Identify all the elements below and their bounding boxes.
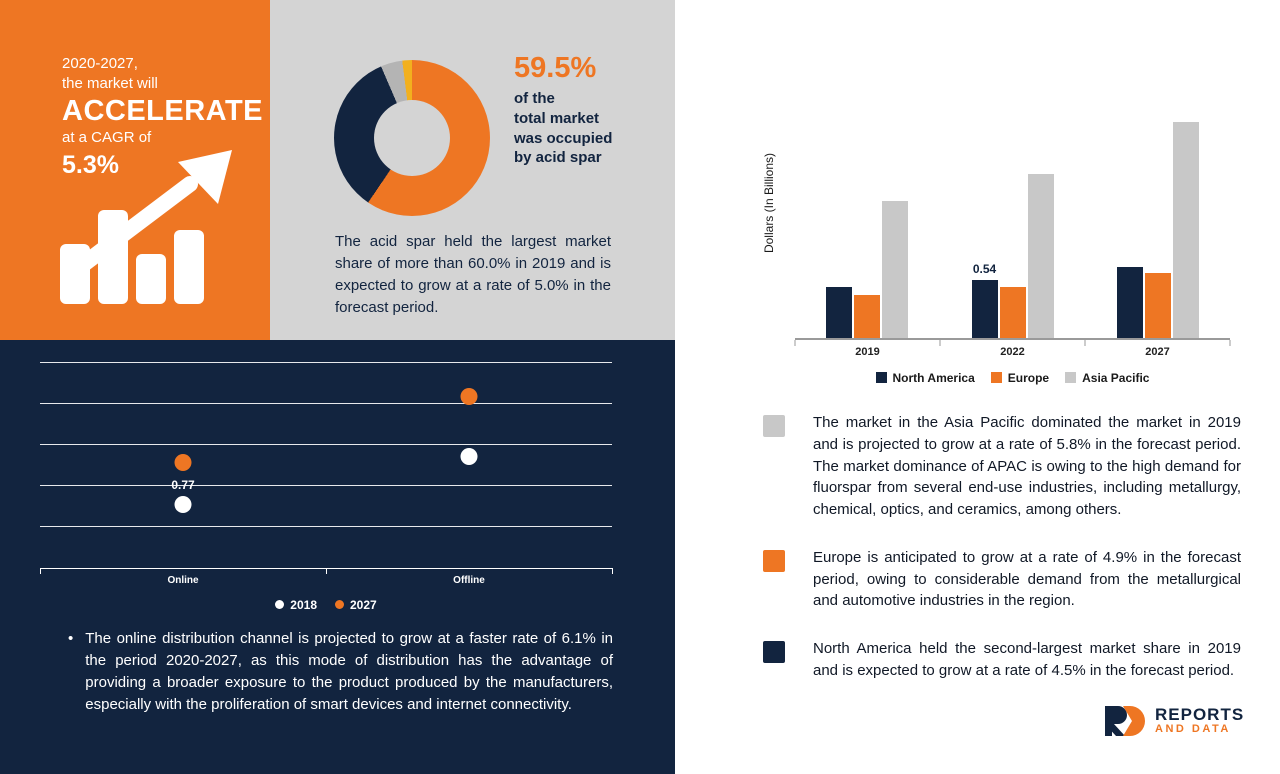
cagr-panel: 2020-2027, the market will ACCELERATE at… [0,0,270,340]
axis-tick [1229,340,1231,346]
cagr-line-intro: the market will [62,75,158,93]
distribution-legend: 2018 2027 [0,596,652,614]
bullet-marker: • [68,630,74,647]
legend-swatch [990,372,1002,383]
distribution-plot: Online 0.77 Offline [40,362,613,586]
cagr-statement: 2020-2027, the market will ACCELERATE at… [62,54,263,180]
dot-2018-online [174,496,192,514]
region-bullet: Europe is anticipated to grow at a rate … [763,547,1241,612]
bullet-color-swatch [763,641,785,663]
dot-2027-offline [460,388,478,406]
reports-and-data-logo-icon [1105,706,1145,736]
bar-wrap [854,294,881,338]
category-label: 2027 [1145,346,1170,358]
axis-tick [1084,340,1086,346]
acid-spar-panel: 59.5% of the total market was occupied b… [270,0,675,340]
bar-group-2027 [1116,121,1199,338]
data-label: 0.54 [972,261,997,276]
data-label: 0.77 [171,477,195,492]
bar-wrap [1027,173,1054,338]
legend-item: 2018 [275,598,317,612]
bar-wrap [1116,266,1143,338]
legend-label: 2027 [350,597,377,612]
cagr-line-years: 2020-2027, [62,55,138,72]
axis-tick [326,568,327,574]
bullet-text: The market in the Asia Pacific dominated… [813,414,1241,518]
logo-text-top: REPORTS [1155,705,1245,725]
acid-spar-stat: 59.5% of the total market was occupied b… [514,52,612,168]
bar-group-2022: 0.54 [971,173,1054,338]
growth-arrow-icon [60,150,232,304]
axis-tick [612,568,613,574]
region-bullets: The market in the Asia Pacific dominated… [763,412,1241,682]
bullet-text: Europe is anticipated to grow at a rate … [813,548,1241,610]
dot-2018-offline [460,448,478,466]
bar-north-america-2022 [971,279,998,338]
bar-chart-y-axis-label: Dollars (In Billions) [762,152,776,254]
region-bar-plot: 2019 0.54 2022 2027 [794,100,1231,358]
legend-label: Europe [1007,370,1050,385]
acid-spar-donut [334,60,490,216]
legend-item: North America [875,370,975,385]
gridline [40,444,612,445]
bar-group-2019 [826,200,909,338]
legend-item: Europe [990,370,1050,385]
distribution-bullet-text: The online distribution channel is proje… [85,630,613,714]
bar-europe-2019 [854,294,881,338]
legend-swatch [875,372,887,383]
bar-europe-2027 [1144,273,1171,338]
category-label: Online [167,575,199,586]
bar-europe-2022 [999,287,1026,338]
legend-label: North America [892,370,975,385]
logo-text: REPORTS AND DATA [1155,706,1244,735]
legend-item: 2027 [335,598,377,612]
region-bullet: The market in the Asia Pacific dominated… [763,412,1241,521]
dot-2027-online [174,453,192,471]
regional-panel: Dollars (In Billions) 2019 0.54 2022 2027 N… [675,0,1280,774]
region-bullet: North America held the second-largest ma… [763,638,1241,682]
gridline [40,526,612,527]
cagr-accelerate: ACCELERATE [62,94,264,127]
legend-item: Asia Pacific [1065,371,1149,385]
bar-wrap [826,287,853,338]
acid-spar-paragraph: The acid spar held the largest market sh… [335,233,611,316]
legend-label: 2018 [290,597,317,612]
gridline [40,362,612,363]
cagr-value: 5.3% [62,151,119,180]
distribution-bullet: • The online distribution channel is pro… [68,628,613,716]
category-label: 2019 [855,346,880,358]
bullet-color-swatch [763,415,785,437]
axis-tick [794,340,796,346]
bullet-text: North America held the second-largest ma… [813,640,1241,679]
region-legend: North America Europe Asia Pacific [775,370,1250,388]
distribution-panel: Online 0.77 Offline 2018 2027 • The online … [0,340,675,774]
cagr-line-label: at a CAGR of [62,128,152,146]
bar-north-america-2027 [1116,266,1143,338]
category-label: 2022 [1000,346,1025,358]
acid-spar-stat-caption: of the total market was occupied by acid… [514,90,613,167]
bar-asia-pacific-2022 [1027,173,1054,338]
donut-hole [374,100,450,176]
bar-wrap [999,287,1026,338]
axis-tick [40,568,41,574]
legend-swatch [1065,372,1077,383]
logo-text-bottom: AND DATA [1155,723,1231,736]
bar-north-america-2019 [826,287,853,338]
bar-wrap [1172,121,1199,338]
bullet-color-swatch [763,549,785,572]
legend-label: Asia Pacific [1082,370,1150,385]
gridline [40,403,612,404]
bar-wrap [882,200,909,338]
bar-asia-pacific-2027 [1172,121,1199,338]
gridline [40,485,612,486]
acid-spar-stat-value: 59.5% [514,52,597,84]
reports-and-data-logo: REPORTS AND DATA [1105,706,1244,736]
legend-swatch [275,600,285,609]
bar-asia-pacific-2019 [882,200,909,338]
bar-wrap: 0.54 [971,261,998,338]
category-label: Offline [453,575,485,586]
legend-swatch [335,600,344,609]
bar-wrap [1144,273,1171,338]
axis-tick [939,340,941,346]
